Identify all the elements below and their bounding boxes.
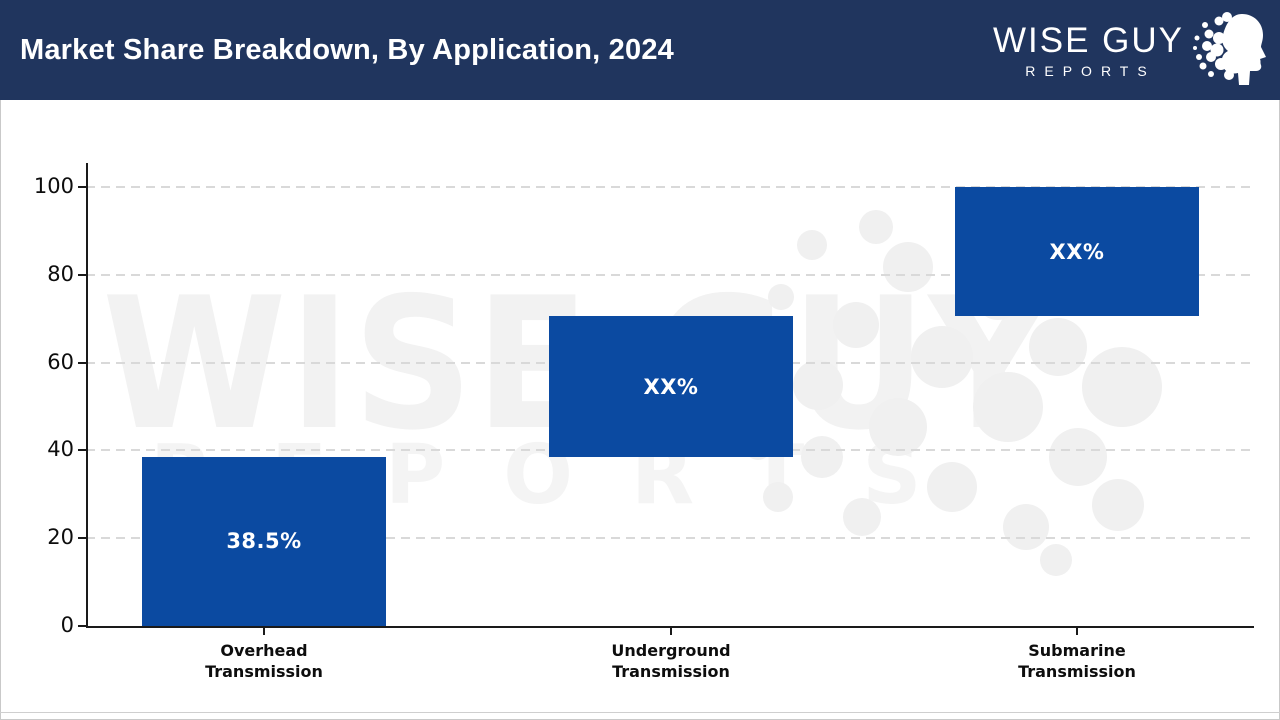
- x-tick-mark: [1076, 628, 1078, 635]
- logo-wordmark: WISE GUY: [992, 20, 1184, 60]
- x-category-label: Overhead Transmission: [205, 641, 323, 681]
- y-tick-mark: [78, 625, 86, 627]
- y-gridline: [86, 186, 1254, 188]
- bar-value-label: XX%: [1049, 239, 1105, 264]
- logo-subtext: REPORTS: [1025, 62, 1156, 79]
- bar-value-label: 38.5%: [226, 529, 302, 554]
- x-tick-mark: [670, 628, 672, 635]
- footer-divider: [0, 712, 1280, 713]
- y-tick-label: 40: [47, 437, 74, 462]
- y-tick-label: 80: [47, 261, 74, 286]
- y-tick-mark: [78, 186, 86, 188]
- y-tick-label: 0: [60, 613, 74, 637]
- x-tick-mark: [263, 628, 265, 635]
- y-tick-mark: [78, 449, 86, 452]
- x-category-label: Submarine Transmission: [1018, 641, 1136, 681]
- y-tick-label: 20: [47, 525, 74, 550]
- y-gridline: [86, 537, 1254, 540]
- y-axis-spine: [86, 163, 88, 628]
- x-category-label: Underground Transmission: [611, 641, 731, 681]
- bar-segment: XX%: [549, 316, 793, 457]
- y-tick-label: 100: [33, 174, 74, 198]
- brand-logo: WISE GUY REPORTS: [993, 11, 1266, 89]
- page-title: Market Share Breakdown, By Application, …: [20, 33, 674, 66]
- header: Market Share Breakdown, By Application, …: [0, 0, 1280, 100]
- x-axis-spine: [86, 626, 1254, 628]
- y-tick-mark: [78, 537, 86, 540]
- bar-segment: 38.5%: [142, 456, 386, 626]
- y-gridline: [86, 273, 1254, 276]
- logo-head-icon: [1193, 12, 1266, 85]
- y-tick-mark: [78, 273, 86, 276]
- bar-value-label: XX%: [643, 374, 699, 399]
- bar-segment: XX%: [955, 187, 1199, 317]
- y-tick-label: 60: [47, 349, 74, 374]
- y-tick-mark: [78, 361, 86, 364]
